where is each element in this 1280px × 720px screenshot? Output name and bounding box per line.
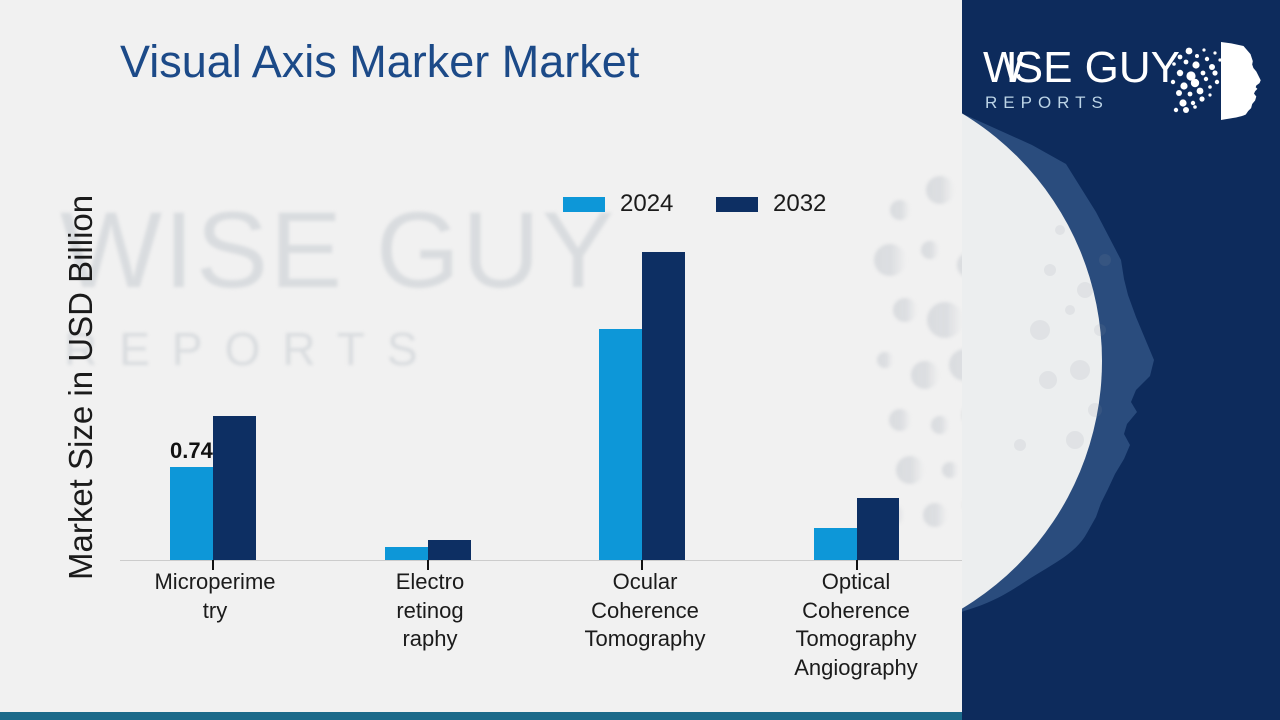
svg-text:REPORTS: REPORTS [985,93,1109,112]
svg-text:WISE GUY: WISE GUY [983,43,1180,92]
